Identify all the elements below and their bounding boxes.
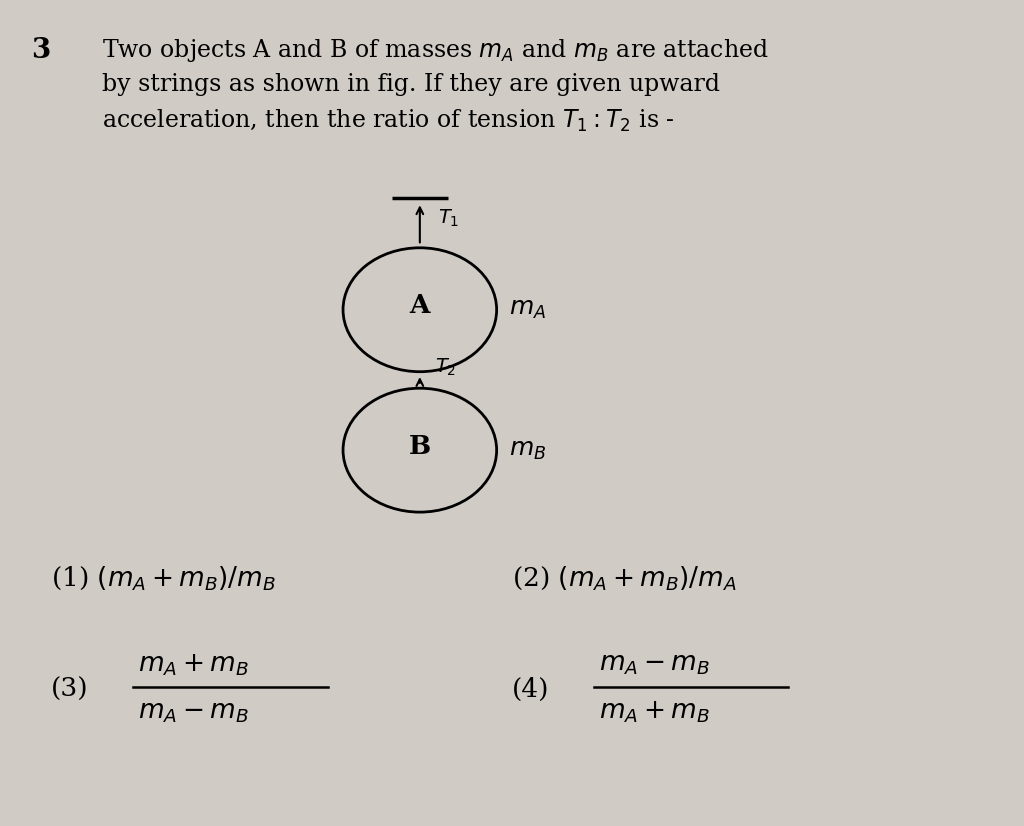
Text: acceleration, then the ratio of tension $T_1 : T_2$ is -: acceleration, then the ratio of tension …: [102, 108, 675, 135]
Text: $m_A+m_B$: $m_A+m_B$: [599, 700, 710, 724]
Text: $m_A-m_B$: $m_A-m_B$: [599, 653, 710, 677]
Text: $m_A$: $m_A$: [509, 298, 546, 321]
Text: (3): (3): [51, 677, 89, 702]
Text: by strings as shown in fig. If they are given upward: by strings as shown in fig. If they are …: [102, 73, 721, 96]
Text: $m_A+m_B$: $m_A+m_B$: [138, 653, 249, 677]
Text: 3: 3: [31, 37, 50, 64]
Text: $m_A-m_B$: $m_A-m_B$: [138, 700, 249, 724]
Text: $T_2$: $T_2$: [435, 357, 457, 378]
Text: B: B: [409, 434, 431, 458]
Text: (4): (4): [512, 677, 550, 702]
Text: (1) $(m_A + m_B)/m_B$: (1) $(m_A + m_B)/m_B$: [51, 564, 276, 592]
Text: Two objects A and B of masses $m_A$ and $m_B$ are attached: Two objects A and B of masses $m_A$ and …: [102, 37, 769, 64]
Text: A: A: [410, 293, 430, 318]
Text: (2) $(m_A + m_B)/m_A$: (2) $(m_A + m_B)/m_A$: [512, 564, 737, 592]
Text: $T_1$: $T_1$: [438, 208, 460, 230]
Text: $m_B$: $m_B$: [509, 439, 546, 462]
